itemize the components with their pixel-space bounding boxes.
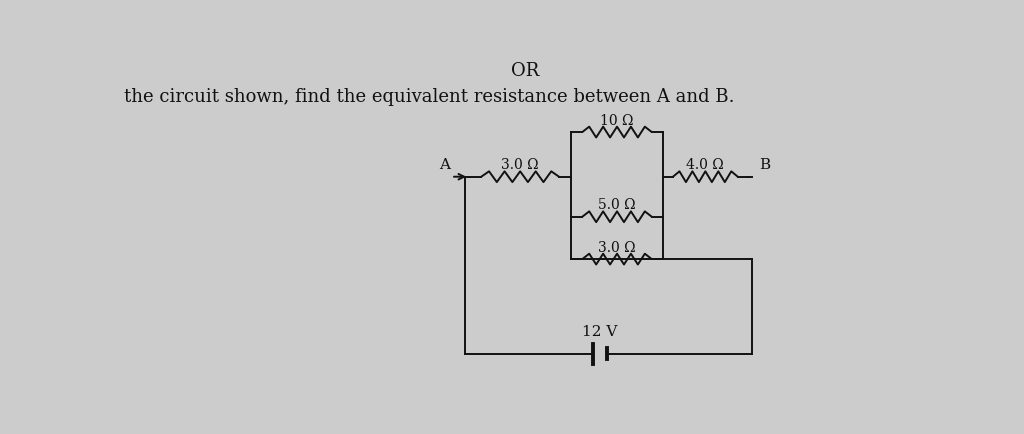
Text: 10 Ω: 10 Ω: [600, 113, 634, 128]
Text: OR: OR: [511, 62, 539, 80]
Text: 3.0 Ω: 3.0 Ω: [502, 158, 539, 172]
Text: 12 V: 12 V: [583, 325, 617, 339]
Text: A: A: [438, 158, 450, 172]
Text: 5.0 Ω: 5.0 Ω: [598, 198, 636, 212]
Text: B: B: [760, 158, 771, 172]
Text: 3.0 Ω: 3.0 Ω: [598, 240, 636, 254]
Text: the circuit shown, find the equivalent resistance between A and B.: the circuit shown, find the equivalent r…: [124, 88, 734, 106]
Text: 4.0 Ω: 4.0 Ω: [686, 158, 724, 172]
